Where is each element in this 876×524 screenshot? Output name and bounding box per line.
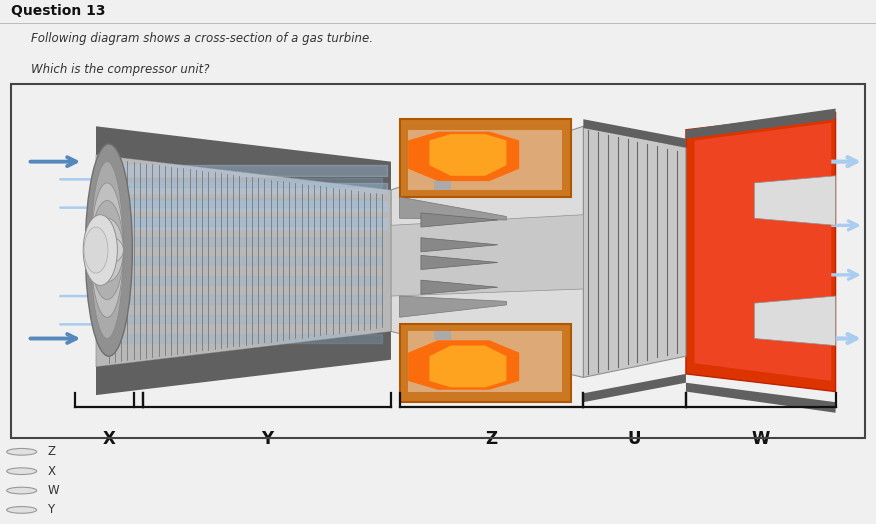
Text: Question 13: Question 13 <box>11 4 105 18</box>
Text: Y: Y <box>261 431 273 449</box>
Text: X: X <box>102 431 116 449</box>
Polygon shape <box>420 238 498 252</box>
Polygon shape <box>408 132 519 181</box>
Ellipse shape <box>84 227 108 273</box>
Text: Which is the compressor unit?: Which is the compressor unit? <box>31 63 209 77</box>
Polygon shape <box>399 119 570 197</box>
Polygon shape <box>420 280 498 294</box>
Polygon shape <box>429 134 506 176</box>
Polygon shape <box>686 112 836 391</box>
Polygon shape <box>686 108 836 139</box>
Circle shape <box>7 507 37 514</box>
Circle shape <box>7 449 37 455</box>
Polygon shape <box>408 340 519 390</box>
Circle shape <box>7 468 37 475</box>
Ellipse shape <box>83 215 117 286</box>
Ellipse shape <box>91 218 124 282</box>
Polygon shape <box>399 296 506 317</box>
Polygon shape <box>695 123 831 381</box>
Text: W: W <box>47 484 59 497</box>
Text: Y: Y <box>47 504 54 517</box>
Polygon shape <box>408 331 562 391</box>
Text: W: W <box>752 431 770 449</box>
Polygon shape <box>96 155 391 367</box>
Ellipse shape <box>91 183 124 317</box>
Polygon shape <box>96 126 391 190</box>
Polygon shape <box>429 346 506 387</box>
Polygon shape <box>686 383 836 413</box>
Ellipse shape <box>91 161 124 339</box>
Text: U: U <box>628 431 641 449</box>
Polygon shape <box>420 213 498 227</box>
Polygon shape <box>408 130 562 190</box>
Text: Z: Z <box>47 445 55 458</box>
Polygon shape <box>96 331 391 395</box>
Polygon shape <box>391 126 583 377</box>
Text: X: X <box>47 465 55 478</box>
Polygon shape <box>754 176 836 225</box>
Ellipse shape <box>91 236 124 264</box>
Polygon shape <box>434 331 451 340</box>
Polygon shape <box>583 126 686 377</box>
Polygon shape <box>420 255 498 269</box>
Polygon shape <box>754 296 836 346</box>
Polygon shape <box>391 215 583 296</box>
Text: Following diagram shows a cross-section of a gas turbine.: Following diagram shows a cross-section … <box>31 32 372 46</box>
Polygon shape <box>399 197 506 220</box>
Ellipse shape <box>85 144 132 356</box>
Polygon shape <box>399 324 570 402</box>
Polygon shape <box>583 374 686 402</box>
Polygon shape <box>434 181 451 190</box>
Polygon shape <box>583 119 686 148</box>
Text: Z: Z <box>485 431 498 449</box>
Circle shape <box>7 487 37 494</box>
Ellipse shape <box>91 201 124 300</box>
